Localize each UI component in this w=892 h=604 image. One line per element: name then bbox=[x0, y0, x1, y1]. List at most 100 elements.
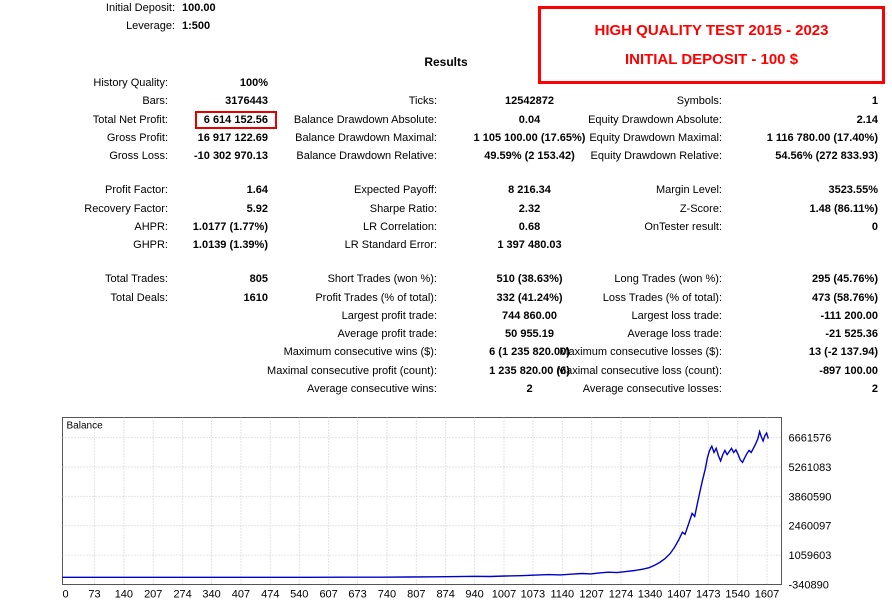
x-axis-label: 474 bbox=[261, 589, 279, 601]
stat-label: Largest profit trade: bbox=[341, 309, 437, 322]
stat-label: Balance Drawdown Maximal: bbox=[295, 131, 437, 144]
stat-value: 2.32 bbox=[518, 202, 541, 215]
stat-value: 2.14 bbox=[856, 113, 878, 126]
stat-value: 473 (58.76%) bbox=[811, 291, 878, 304]
stat-value: 295 (45.76%) bbox=[811, 273, 878, 286]
stats-row: Total Deals: 1610 Profit Trades (% of tota… bbox=[0, 289, 892, 307]
stats-row: Maximal consecutive profit (count): 1 235… bbox=[0, 362, 892, 380]
stat-label: Equity Drawdown Relative: bbox=[590, 150, 722, 162]
x-axis-label: 0 bbox=[63, 589, 69, 601]
x-axis-label: 1140 bbox=[550, 589, 574, 601]
x-axis-label: 540 bbox=[290, 589, 308, 601]
x-axis-label: 940 bbox=[465, 589, 483, 601]
y-axis-label: 3860590 bbox=[789, 491, 832, 503]
stat-value: 1.64 bbox=[246, 184, 268, 197]
stat-label: Ticks: bbox=[408, 95, 437, 108]
stat-value: -111 200.00 bbox=[820, 309, 878, 322]
stat-label: Short Trades (won %): bbox=[327, 273, 437, 286]
stat-label: GHPR: bbox=[133, 239, 168, 251]
stat-value: 1.0139 (1.39%) bbox=[192, 239, 268, 251]
stat-label: Average consecutive losses: bbox=[582, 382, 722, 395]
stat-label: Maximum consecutive losses ($): bbox=[559, 346, 722, 359]
x-axis-label: 1473 bbox=[696, 589, 720, 601]
x-axis-label: 807 bbox=[407, 589, 425, 601]
y-axis-label: 6661576 bbox=[789, 433, 832, 445]
stat-value: 100% bbox=[239, 77, 268, 89]
stat-label: Maximum consecutive wins ($): bbox=[283, 346, 437, 359]
stat-value: -21 525.36 bbox=[825, 328, 878, 340]
banner-line1: HIGH QUALITY TEST 2015 - 2023 bbox=[594, 21, 829, 39]
stat-value: 16 917 122.69 bbox=[197, 131, 268, 144]
x-axis-label: 340 bbox=[202, 589, 220, 601]
stat-label: OnTester result: bbox=[644, 220, 722, 233]
stat-value: 12542872 bbox=[505, 95, 554, 108]
stats-row: Gross Profit: 16 917 122.69 Balance Drawdo… bbox=[0, 129, 892, 147]
x-axis-label: 1540 bbox=[725, 589, 749, 601]
x-axis-label: 673 bbox=[348, 589, 366, 601]
initial-deposit-label: Initial Deposit: bbox=[105, 2, 175, 14]
stat-value: 744 860.00 bbox=[501, 309, 558, 322]
stat-value: 8 216.34 bbox=[508, 184, 551, 197]
chart-legend-balance: Balance bbox=[67, 421, 104, 432]
stats-row: Maximum consecutive wins ($): 6 (1 235 82… bbox=[0, 343, 892, 361]
stat-label: Equity Drawdown Absolute: bbox=[588, 113, 722, 126]
stat-label: Profit Factor: bbox=[105, 184, 168, 197]
stat-label: Average profit trade: bbox=[337, 328, 437, 340]
stat-value: 6 614 152.56 bbox=[194, 110, 277, 129]
stat-label: AHPR: bbox=[134, 220, 168, 233]
stat-value: 6 (1 235 820.00) bbox=[489, 346, 570, 359]
stat-value: 54.56% (272 833.93) bbox=[775, 150, 878, 162]
stat-value: 1 105 100.00 (17.65%) bbox=[473, 131, 586, 144]
stat-value: 1.0177 (1.77%) bbox=[192, 220, 268, 233]
stat-label: Total Deals: bbox=[110, 291, 168, 304]
stat-value: 2 bbox=[526, 382, 533, 395]
x-axis-label: 1207 bbox=[579, 589, 603, 601]
leverage-label: Leverage: bbox=[126, 20, 175, 32]
stats-table: History Quality: 100% Bars: 3176443 Ticks: 12… bbox=[0, 74, 892, 398]
stat-label: Maximal consecutive profit (count): bbox=[267, 364, 437, 377]
x-axis-label: 1007 bbox=[492, 589, 516, 601]
stat-label: Maximal consecutive loss (count): bbox=[556, 364, 722, 377]
stats-row: Largest profit trade: 744 860.00 Largest l… bbox=[0, 307, 892, 325]
stat-label: Expected Payoff: bbox=[354, 184, 437, 197]
stat-value: 2 bbox=[871, 382, 878, 395]
x-axis-label: 607 bbox=[319, 589, 337, 601]
stat-label: Long Trades (won %): bbox=[614, 273, 722, 286]
stats-row: Gross Loss: -10 302 970.13 Balance Drawdow… bbox=[0, 147, 892, 165]
stat-label: Symbols: bbox=[676, 95, 722, 108]
stat-value: 13 (-2 137.94) bbox=[808, 346, 878, 359]
initial-deposit-value: 100.00 bbox=[182, 2, 216, 14]
stat-value: -10 302 970.13 bbox=[193, 150, 268, 162]
stat-label: Average consecutive wins: bbox=[306, 382, 437, 395]
x-axis-label: 1607 bbox=[755, 589, 779, 601]
stats-spacer bbox=[0, 165, 892, 181]
banner-line2: INITIAL DEPOSIT - 100 $ bbox=[624, 51, 799, 69]
y-axis-label: 2460097 bbox=[789, 521, 832, 533]
stat-value: 50 955.19 bbox=[505, 328, 554, 340]
stats-row: Bars: 3176443 Ticks: 12542872 Symbols: 1 bbox=[0, 92, 892, 110]
stats-spacer bbox=[0, 254, 892, 270]
stat-value: 1 bbox=[871, 95, 878, 108]
balance-line bbox=[62, 429, 769, 579]
stat-label: Balance Drawdown Relative: bbox=[296, 150, 437, 162]
stats-row: AHPR: 1.0177 (1.77%) LR Correlation: 0.68 On… bbox=[0, 218, 892, 236]
stat-value: 0.04 bbox=[518, 113, 541, 126]
stat-label: Recovery Factor: bbox=[84, 202, 168, 215]
y-axis-label: 5261083 bbox=[789, 462, 832, 474]
stat-label: History Quality: bbox=[93, 77, 168, 89]
stat-value: 0 bbox=[871, 220, 878, 233]
y-axis-label: 1059603 bbox=[789, 550, 832, 562]
stat-label: Equity Drawdown Maximal: bbox=[589, 131, 722, 144]
stats-row: GHPR: 1.0139 (1.39%) LR Standard Error: 1 3… bbox=[0, 236, 892, 254]
stat-label: Sharpe Ratio: bbox=[369, 202, 437, 215]
stat-label: LR Standard Error: bbox=[344, 239, 437, 251]
stat-label: Average loss trade: bbox=[627, 328, 722, 340]
stat-value: 1 116 780.00 (17.40%) bbox=[766, 131, 878, 144]
x-axis-label: 1073 bbox=[521, 589, 545, 601]
stat-label: Bars: bbox=[142, 95, 168, 108]
chart-plot-area bbox=[62, 417, 782, 585]
x-axis-label: 140 bbox=[115, 589, 133, 601]
stat-label: Largest loss trade: bbox=[631, 309, 723, 322]
stat-label: Gross Profit: bbox=[106, 131, 168, 144]
balance-chart-svg: 6661576 5261083 3860590 2460097 1059603 -3408… bbox=[62, 417, 832, 601]
